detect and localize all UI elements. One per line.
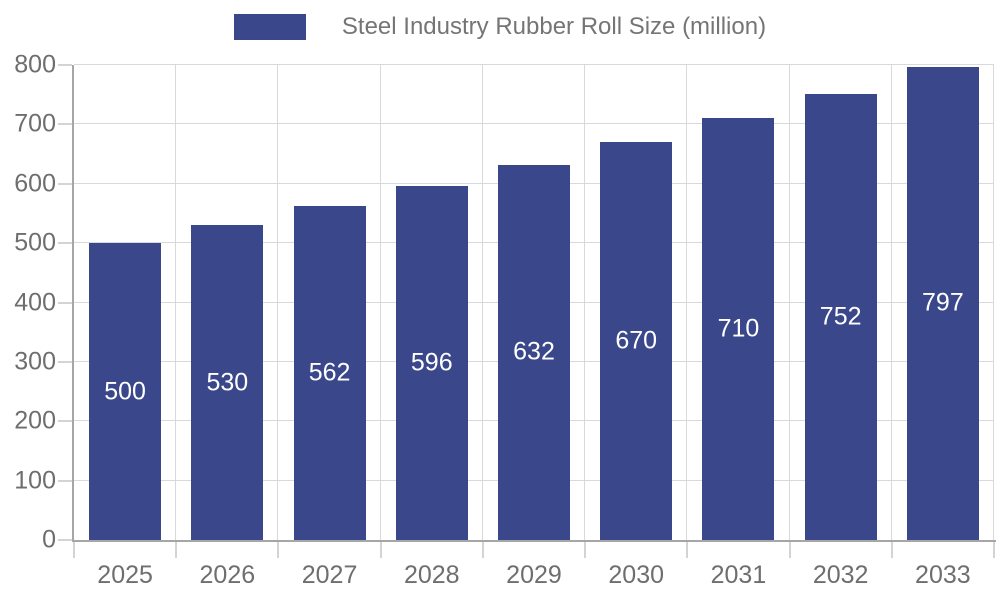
v-gridline [584, 65, 586, 540]
v-gridline [788, 65, 790, 540]
h-gridline [74, 123, 994, 125]
x-tick-mark [73, 542, 75, 558]
y-tick-mark [58, 301, 72, 304]
x-tick-mark [481, 542, 484, 558]
x-axis: 2025 2026 2027 2028 2029 2030 2031 2032 2033 [74, 558, 994, 592]
bar-2030[interactable]: 670 [600, 142, 673, 540]
bar-2028[interactable]: 596 [395, 186, 468, 540]
legend-label: Steel Industry Rubber Roll Size (million… [341, 13, 767, 40]
y-axis-line [72, 65, 74, 542]
y-tick-mark [58, 242, 72, 245]
x-tick-mark [890, 542, 893, 558]
v-gridline [379, 65, 381, 540]
x-tick-label: 2027 [301, 561, 358, 589]
y-tick-mark [58, 182, 72, 185]
bar-value-label: 632 [513, 337, 555, 366]
bar-value-label: 530 [206, 368, 249, 397]
x-tick-mark [788, 542, 791, 558]
v-gridline [277, 65, 279, 540]
y-tick-label: 0 [42, 525, 56, 554]
y-tick-label: 600 [14, 169, 56, 198]
x-tick-label: 2030 [608, 561, 665, 589]
x-tick-mark [686, 542, 689, 558]
bar-value-label: 752 [819, 302, 862, 331]
bar-value-label: 596 [410, 348, 453, 377]
x-tick-label: 2033 [915, 561, 971, 589]
bar-2031[interactable]: 710 [702, 118, 775, 540]
x-tick-mark [175, 542, 178, 558]
bar-2025[interactable]: 500 [89, 243, 162, 540]
x-tick-label: 2031 [710, 561, 767, 589]
bar-value-label: 670 [615, 326, 658, 355]
y-tick-mark [58, 123, 72, 126]
legend-swatch [233, 14, 306, 40]
legend[interactable]: Steel Industry Rubber Roll Size (million… [0, 14, 1000, 40]
y-tick-label: 400 [14, 288, 56, 316]
v-gridline [993, 65, 994, 540]
x-tick-label: 2026 [199, 561, 256, 589]
v-gridline [481, 65, 483, 540]
x-tick-label: 2032 [812, 561, 869, 589]
h-gridline [74, 64, 994, 65]
x-tick-mark [277, 542, 280, 558]
v-gridline [175, 65, 177, 540]
x-tick-label: 2028 [403, 561, 460, 589]
y-tick-label: 200 [14, 406, 56, 435]
bar-value-label: 500 [104, 377, 146, 406]
bar-2026[interactable]: 530 [191, 225, 264, 540]
y-tick-mark [58, 479, 72, 482]
bar-2032[interactable]: 752 [804, 93, 877, 540]
x-tick-mark [584, 542, 587, 558]
y-tick-mark [58, 539, 72, 541]
y-tick-label: 700 [14, 109, 56, 138]
bar-value-label: 562 [308, 358, 351, 387]
plot-area: 500 530 562 596 632 670 710 752 797 [74, 64, 994, 540]
y-tick-mark [58, 360, 72, 363]
bar-value-label: 797 [922, 288, 964, 317]
x-axis-line [72, 540, 996, 542]
y-tick-label: 300 [14, 347, 56, 376]
y-tick-label: 500 [14, 228, 56, 257]
bar-2029[interactable]: 632 [498, 164, 570, 540]
bar-value-label: 710 [717, 314, 760, 343]
y-tick-mark [58, 64, 72, 66]
bar-2027[interactable]: 562 [293, 206, 366, 540]
y-tick-label: 100 [14, 466, 56, 495]
y-axis: 0 100 200 300 400 500 600 700 800 [0, 52, 56, 552]
y-tick-mark [58, 420, 72, 423]
bar-2033[interactable]: 797 [906, 66, 979, 540]
x-tick-label: 2029 [506, 561, 562, 589]
v-gridline [890, 65, 892, 540]
v-gridline [686, 65, 688, 540]
x-tick-mark [993, 542, 995, 558]
x-tick-mark [379, 542, 382, 558]
x-tick-label: 2025 [97, 561, 153, 589]
y-tick-label: 800 [14, 50, 56, 79]
